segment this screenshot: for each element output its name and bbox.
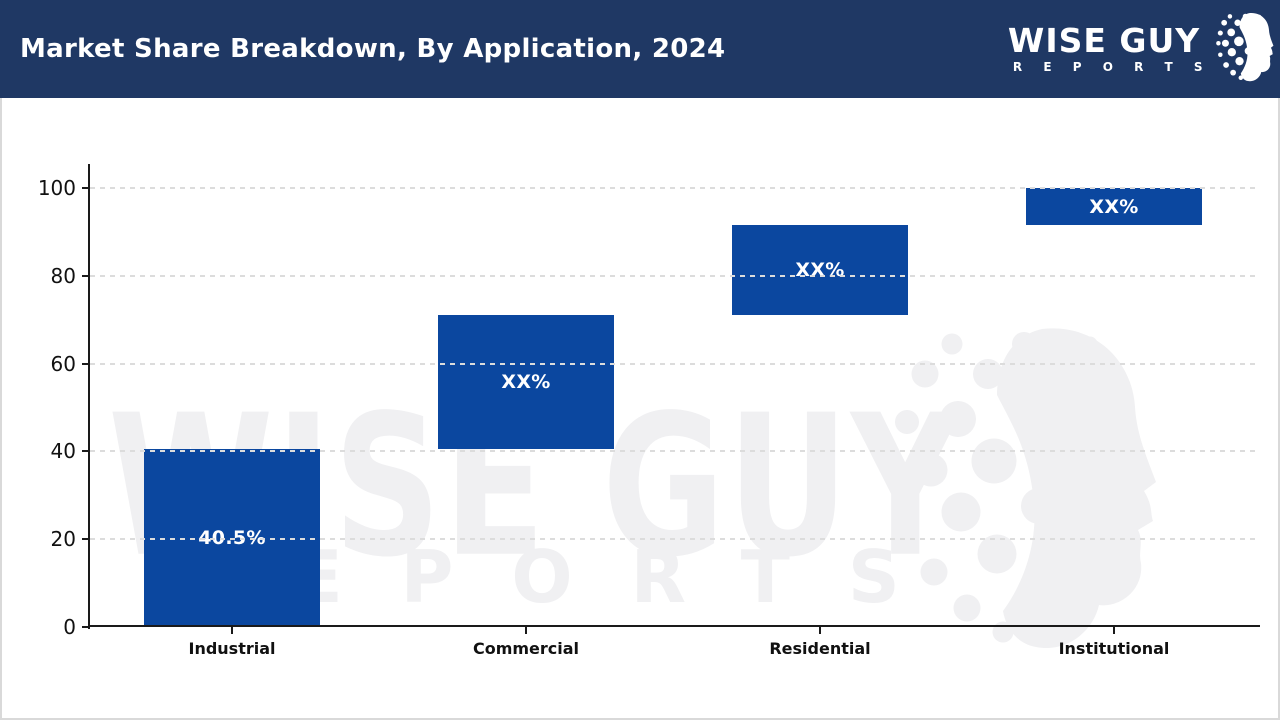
x-tick-mark	[525, 627, 527, 634]
logo-subtext: R E P O R T S	[1012, 60, 1211, 74]
y-tick-label: 20	[50, 527, 76, 552]
gridline-60	[90, 362, 1258, 365]
y-axis-spine	[88, 164, 90, 629]
y-tick-label: 0	[63, 615, 76, 639]
x-tick-label: Residential	[769, 639, 871, 658]
x-tick-mark	[231, 627, 233, 634]
chart-canvas: WISE GUY REPORTS 40.5% XX% XX% XX% 0 20 40 60 80…	[0, 98, 1280, 720]
x-tick-mark	[819, 627, 821, 634]
plot-area: 40.5% XX% XX% XX% 0 20 40 60 80 100 Industrial Comm…	[2, 98, 1278, 718]
x-tick-mark	[1113, 627, 1115, 634]
x-tick-label: Industrial	[188, 639, 276, 658]
y-tick-mark	[82, 450, 89, 453]
gridline-100	[90, 187, 1258, 189]
y-tick-mark	[82, 274, 89, 277]
wiseguy-face-icon	[1212, 11, 1276, 87]
bar-institutional: XX%	[1026, 188, 1202, 226]
chart-title: Market Share Breakdown, By Application, …	[20, 34, 726, 64]
x-tick-label: Commercial	[472, 639, 580, 658]
y-tick-mark	[82, 362, 89, 365]
gridline-20	[90, 538, 1258, 541]
bar-value-label: XX%	[1089, 195, 1139, 218]
y-tick-label: 100	[37, 176, 76, 200]
bar-value-label: XX%	[795, 259, 845, 282]
bar-value-label: 40.5%	[198, 527, 266, 550]
bar-residential: XX%	[732, 225, 908, 316]
bar-commercial: XX%	[438, 315, 614, 450]
brand-logo: WISE GUY R E P O R T S	[1008, 0, 1276, 98]
y-tick-label: 40	[50, 439, 76, 464]
y-tick-mark	[82, 626, 89, 628]
x-tick-label: Institutional	[1058, 639, 1170, 658]
gridline-40	[90, 450, 1258, 453]
y-tick-mark	[82, 187, 89, 189]
brand-logo-text: WISE GUY R E P O R T S	[1008, 24, 1211, 74]
bar-value-label: XX%	[501, 371, 551, 394]
logo-wordmark: WISE GUY	[1007, 21, 1201, 60]
x-axis-spine	[88, 625, 1260, 627]
bar-industrial: 40.5%	[144, 449, 320, 627]
y-tick-label: 80	[50, 263, 76, 288]
y-tick-label: 60	[50, 351, 76, 376]
header-bar: Market Share Breakdown, By Application, …	[0, 0, 1280, 98]
gridline-80	[90, 274, 1258, 277]
y-tick-mark	[82, 538, 89, 541]
